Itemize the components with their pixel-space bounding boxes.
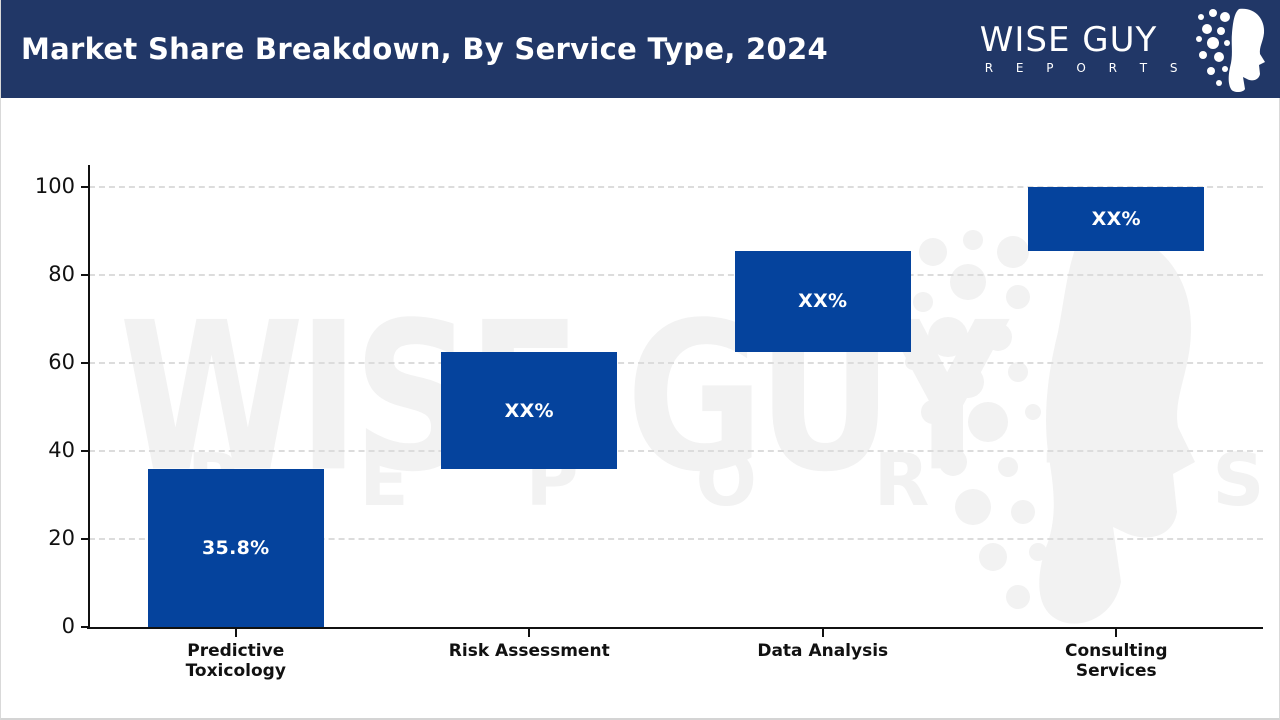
y-tick-label: 20 [48,526,75,550]
category-label-line: Services [1075,661,1157,681]
gridline-20 [89,538,1263,540]
x-tick-4 [1115,629,1118,637]
category-label-1: Predictive Toxicology [116,641,356,681]
gridline-80 [89,274,1263,276]
logo-text: WISE GUY R E P O R T S [979,19,1187,76]
gridline-40 [89,450,1263,452]
y-tick-20 [81,538,89,540]
category-label-line: Risk Assessment [448,641,610,661]
waterfall-bar-3: XX% [734,250,911,352]
gridline-60 [89,362,1263,364]
logo-wordmark: WISE GUY [979,19,1158,60]
waterfall-bar-2: XX% [441,352,618,470]
y-tick-0 [81,626,89,628]
y-axis [88,165,90,629]
category-label-line: Data Analysis [757,641,889,661]
y-tick-label: 80 [48,262,75,286]
category-label-line: Predictive [187,641,285,661]
y-tick-label: 100 [34,174,75,198]
y-tick-100 [81,186,89,188]
waterfall-bar-4: XX% [1028,187,1205,251]
category-label-3: Data Analysis [703,641,943,661]
category-label-line: Toxicology [185,661,286,681]
logo-face-icon [1196,8,1265,92]
y-tick-40 [81,450,89,452]
y-tick-80 [81,274,89,276]
wise-guy-logo: WISE GUY R E P O R T S [980,5,1267,93]
gridline-100 [89,186,1263,188]
x-tick-3 [821,629,824,637]
watermark-face-icon [905,230,1195,624]
x-tick-2 [528,629,531,637]
x-axis [87,627,1263,629]
x-tick-1 [234,629,237,637]
waterfall-bar-1: 35.8% [147,469,324,627]
category-label-4: Consulting Services [996,641,1236,681]
y-tick-label: 0 [61,614,75,638]
y-tick-label: 40 [48,438,75,462]
bar-value-label: XX% [1091,207,1141,230]
y-tick-label: 60 [48,350,75,374]
category-label-2: Risk Assessment [409,641,649,661]
bar-value-label: XX% [798,290,848,313]
page-title: Market Share Breakdown, By Service Type,… [21,32,828,66]
header: Market Share Breakdown, By Service Type,… [1,0,1280,98]
bar-value-label: XX% [504,399,554,422]
y-tick-60 [81,362,89,364]
logo-subtext: R E P O R T S [984,61,1187,76]
category-label-line: Consulting [1064,641,1168,661]
bar-value-label: 35.8% [202,537,270,560]
